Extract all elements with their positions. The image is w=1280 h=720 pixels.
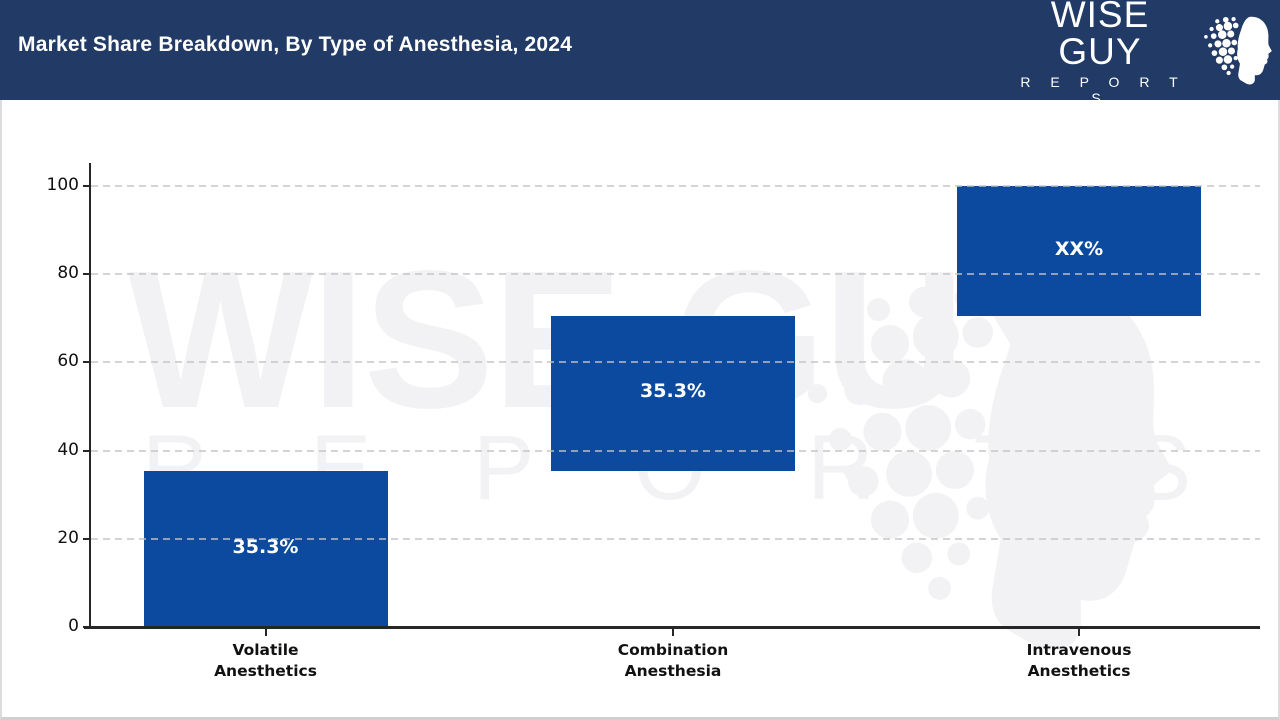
category-line1: Intravenous xyxy=(1026,641,1132,659)
y-tick-60 xyxy=(83,361,90,364)
bar-1 xyxy=(143,471,388,627)
category-line2: Anesthesia xyxy=(624,662,722,680)
wiseguy-logo-name: WISE GUY xyxy=(1050,0,1150,72)
x-axis-line xyxy=(84,626,1260,629)
gridline-100 xyxy=(91,185,1260,187)
wiseguy-face-icon xyxy=(1204,16,1272,85)
bar-value-label: XX% xyxy=(1054,237,1104,260)
wiseguy-logo-sub: R E P O R T S xyxy=(1020,74,1186,106)
y-tick-label: 0 xyxy=(68,616,79,636)
category-label: Intravenous Anesthetics xyxy=(919,640,1239,682)
page-title: Market Share Breakdown, By Type of Anest… xyxy=(18,33,573,56)
wiseguy-logo-text: WISE GUY R E P O R T S xyxy=(1006,0,1194,106)
y-tick-20 xyxy=(83,537,90,540)
category-line1: Volatile xyxy=(232,641,299,659)
y-tick-label: 20 xyxy=(57,527,79,548)
chart-area: WISE GUY R E P O R T S 02040608010035.3%… xyxy=(0,100,1280,720)
category-label: Combination Anesthesia xyxy=(513,640,833,682)
y-tick-80 xyxy=(83,273,90,276)
y-tick-label: 60 xyxy=(57,351,79,372)
wiseguy-logo: WISE GUY R E P O R T S xyxy=(1006,0,1274,106)
bar-2 xyxy=(551,315,795,472)
category-line2: Anesthetics xyxy=(214,662,317,680)
gridline-20 xyxy=(91,537,1260,540)
category-line1: Combination xyxy=(617,641,729,659)
x-tick-3 xyxy=(1078,629,1080,636)
bar-value-label: 35.3% xyxy=(232,536,299,559)
y-tick-label: 40 xyxy=(57,439,79,460)
y-tick-100 xyxy=(83,185,90,187)
y-tick-40 xyxy=(83,449,90,452)
x-tick-2 xyxy=(672,629,674,636)
bar-value-label: 35.3% xyxy=(640,380,706,403)
y-tick-0 xyxy=(83,626,90,628)
category-label: Volatile Anesthetics xyxy=(106,640,426,682)
header-band: Market Share Breakdown, By Type of Anest… xyxy=(0,0,1280,106)
category-line2: Anesthetics xyxy=(1027,662,1131,680)
y-tick-label: 80 xyxy=(57,263,79,284)
watermark-face-icon xyxy=(807,285,1173,651)
gridline-60 xyxy=(91,361,1260,364)
y-axis-line xyxy=(89,163,91,629)
gridline-40 xyxy=(91,449,1260,452)
bar-3 xyxy=(957,186,1201,316)
y-tick-label: 100 xyxy=(46,175,79,195)
gridline-80 xyxy=(91,273,1260,276)
x-tick-1 xyxy=(264,629,267,636)
